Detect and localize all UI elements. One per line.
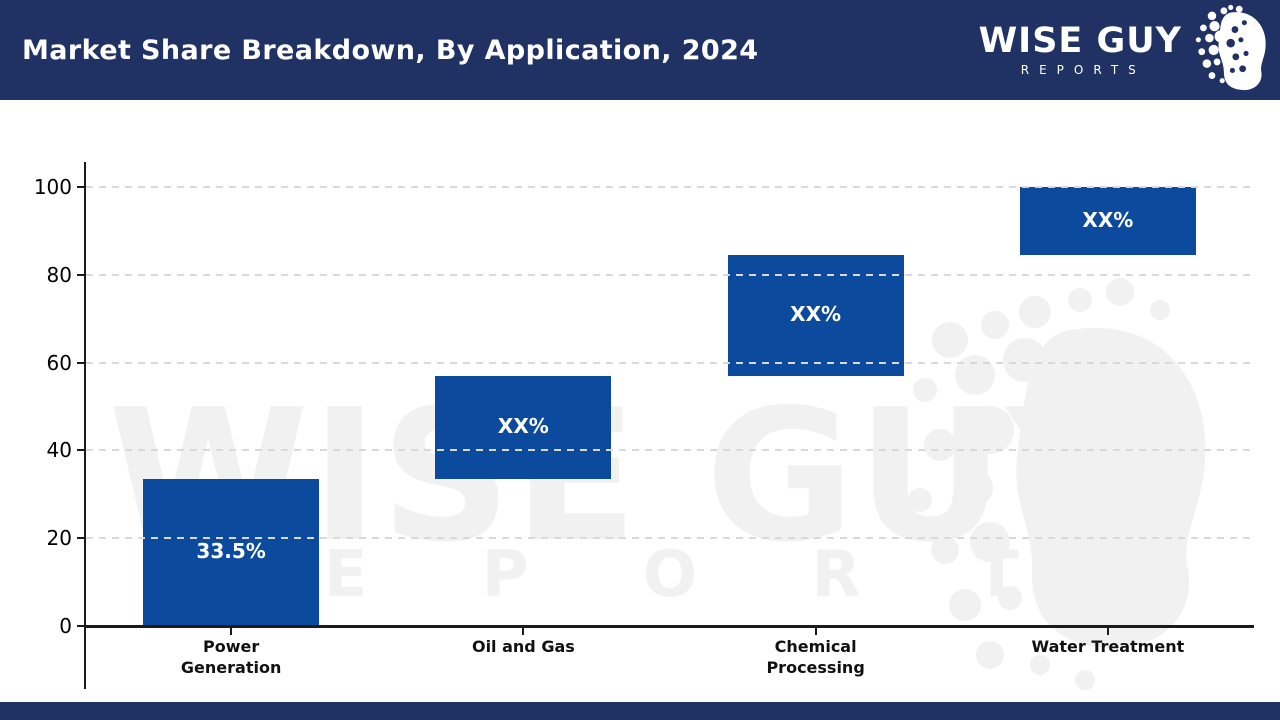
y-tick-label: 0 <box>59 614 72 638</box>
y-tick-mark <box>77 625 85 627</box>
gridline <box>86 449 1254 452</box>
bar-value-label: 33.5% <box>196 539 266 564</box>
logo-subtitle: REPORTS <box>1020 62 1146 77</box>
logo-wordmark: WISE GUY <box>978 20 1182 61</box>
x-tick-mark <box>814 628 817 635</box>
category-label: Chemical Processing <box>766 637 865 677</box>
gridline <box>86 361 1254 364</box>
bar-water-treatment <box>1019 187 1196 256</box>
y-tick-mark <box>77 361 85 364</box>
header-bar: Market Share Breakdown, By Application, … <box>0 0 1280 100</box>
y-tick-label: 60 <box>46 350 72 375</box>
y-tick-mark <box>77 186 85 188</box>
y-tick-mark <box>77 273 85 276</box>
chart-area: WISE GUY R E P O R T S 0 20 40 60 80 100 33.5%… <box>0 100 1280 702</box>
footer-bar <box>0 702 1280 720</box>
y-axis <box>84 162 86 689</box>
y-tick-mark <box>77 537 85 540</box>
category-label: Water Treatment <box>1031 637 1185 656</box>
bar-oil-and-gas <box>435 375 612 479</box>
y-tick-mark <box>77 449 85 452</box>
bar-value-label: XX% <box>497 414 549 439</box>
category-label: Power Generation <box>180 637 282 677</box>
y-tick-label: 40 <box>46 438 72 463</box>
x-tick-mark <box>522 628 525 635</box>
gridline <box>86 186 1254 188</box>
wise-guy-logo: WISE GUY REPORTS <box>979 0 1272 100</box>
logo-text: WISE GUY REPORTS <box>978 20 1182 77</box>
x-axis <box>84 625 1254 628</box>
bar-power-generation <box>143 478 320 626</box>
category-label: Oil and Gas <box>471 637 575 656</box>
bar-value-label: XX% <box>1082 208 1134 233</box>
y-tick-label: 20 <box>46 526 72 551</box>
y-tick-label: 100 <box>33 175 72 199</box>
x-tick-mark <box>230 628 233 635</box>
watermark-head-icon <box>908 278 1206 690</box>
y-tick-label: 80 <box>46 262 72 287</box>
x-tick-mark <box>1106 628 1109 635</box>
logo-head-icon <box>1195 4 1266 91</box>
page-title: Market Share Breakdown, By Application, … <box>22 34 759 66</box>
bar-value-label: XX% <box>790 302 842 327</box>
gridline <box>86 537 1254 540</box>
gridline <box>86 273 1254 276</box>
